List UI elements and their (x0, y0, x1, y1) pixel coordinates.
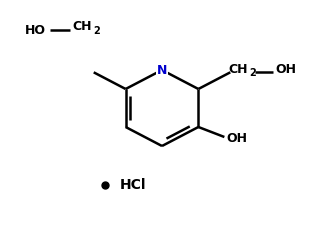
Text: N: N (157, 64, 167, 76)
Text: CH: CH (228, 63, 248, 76)
Text: OH: OH (275, 63, 296, 76)
Text: CH: CH (72, 20, 91, 34)
Text: 2: 2 (93, 26, 100, 36)
Text: OH: OH (226, 133, 247, 146)
Text: HCl: HCl (120, 178, 146, 192)
Text: 2: 2 (249, 68, 256, 78)
Text: HO: HO (25, 24, 46, 37)
